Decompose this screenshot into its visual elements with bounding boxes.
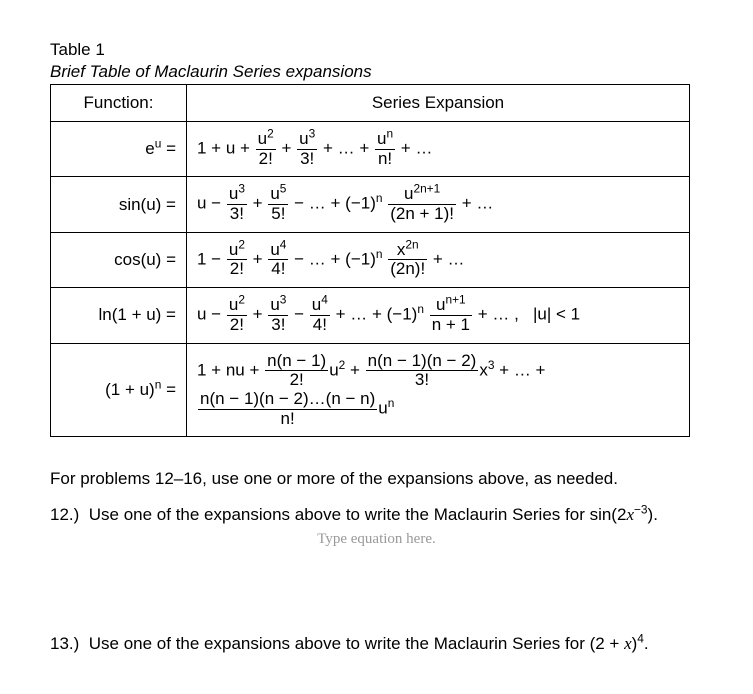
problem-expression: sin(2x−3) [590, 505, 654, 524]
header-series: Series Expansion [187, 85, 690, 122]
instructions-text: For problems 12–16, use one or more of t… [50, 469, 703, 489]
problem-expression: (2 + x)4. [590, 634, 649, 653]
fn-cell: (1 + u)n = [51, 343, 187, 437]
fn-cell: cos(u) = [51, 232, 187, 287]
series-cell: 1 − u22! + u44! − … + (−1)n x2n(2n)! + … [187, 232, 690, 287]
header-function: Function: [51, 85, 187, 122]
table-row: eu = 1 + u + u22! + u33! + … + unn! + … [51, 122, 690, 177]
maclaurin-table: Function: Series Expansion eu = 1 + u + … [50, 84, 690, 437]
fn-cell: ln(1 + u) = [51, 288, 187, 343]
table-label: Table 1 [50, 40, 703, 60]
table-row: cos(u) = 1 − u22! + u44! − … + (−1)n x2n… [51, 232, 690, 287]
series-cell: 1 + u + u22! + u33! + … + unn! + … [187, 122, 690, 177]
table-row: sin(u) = u − u33! + u55! − … + (−1)n u2n… [51, 177, 690, 232]
series-cell: u − u22! + u33! − u44! + … + (−1)n un+1n… [187, 288, 690, 343]
table-header-row: Function: Series Expansion [51, 85, 690, 122]
fn-cell: sin(u) = [51, 177, 187, 232]
problem-12: 12.) Use one of the expansions above to … [50, 505, 703, 525]
series-cell: 1 + nu + n(n − 1)2!u2 + n(n − 1)(n − 2)3… [187, 343, 690, 437]
equation-placeholder[interactable]: Type equation here. [50, 531, 703, 548]
fn-cell: eu = [51, 122, 187, 177]
table-row: ln(1 + u) = u − u22! + u33! − u44! + … +… [51, 288, 690, 343]
problem-13: 13.) Use one of the expansions above to … [50, 634, 703, 654]
series-cell: u − u33! + u55! − … + (−1)n u2n+1(2n + 1… [187, 177, 690, 232]
table-row: (1 + u)n = 1 + nu + n(n − 1)2!u2 + n(n −… [51, 343, 690, 437]
problem-number: 13.) [50, 634, 79, 653]
problem-text: Use one of the expansions above to write… [89, 505, 590, 524]
problem-number: 12.) [50, 505, 79, 524]
problem-text: Use one of the expansions above to write… [89, 634, 590, 653]
table-caption: Brief Table of Maclaurin Series expansio… [50, 62, 703, 82]
